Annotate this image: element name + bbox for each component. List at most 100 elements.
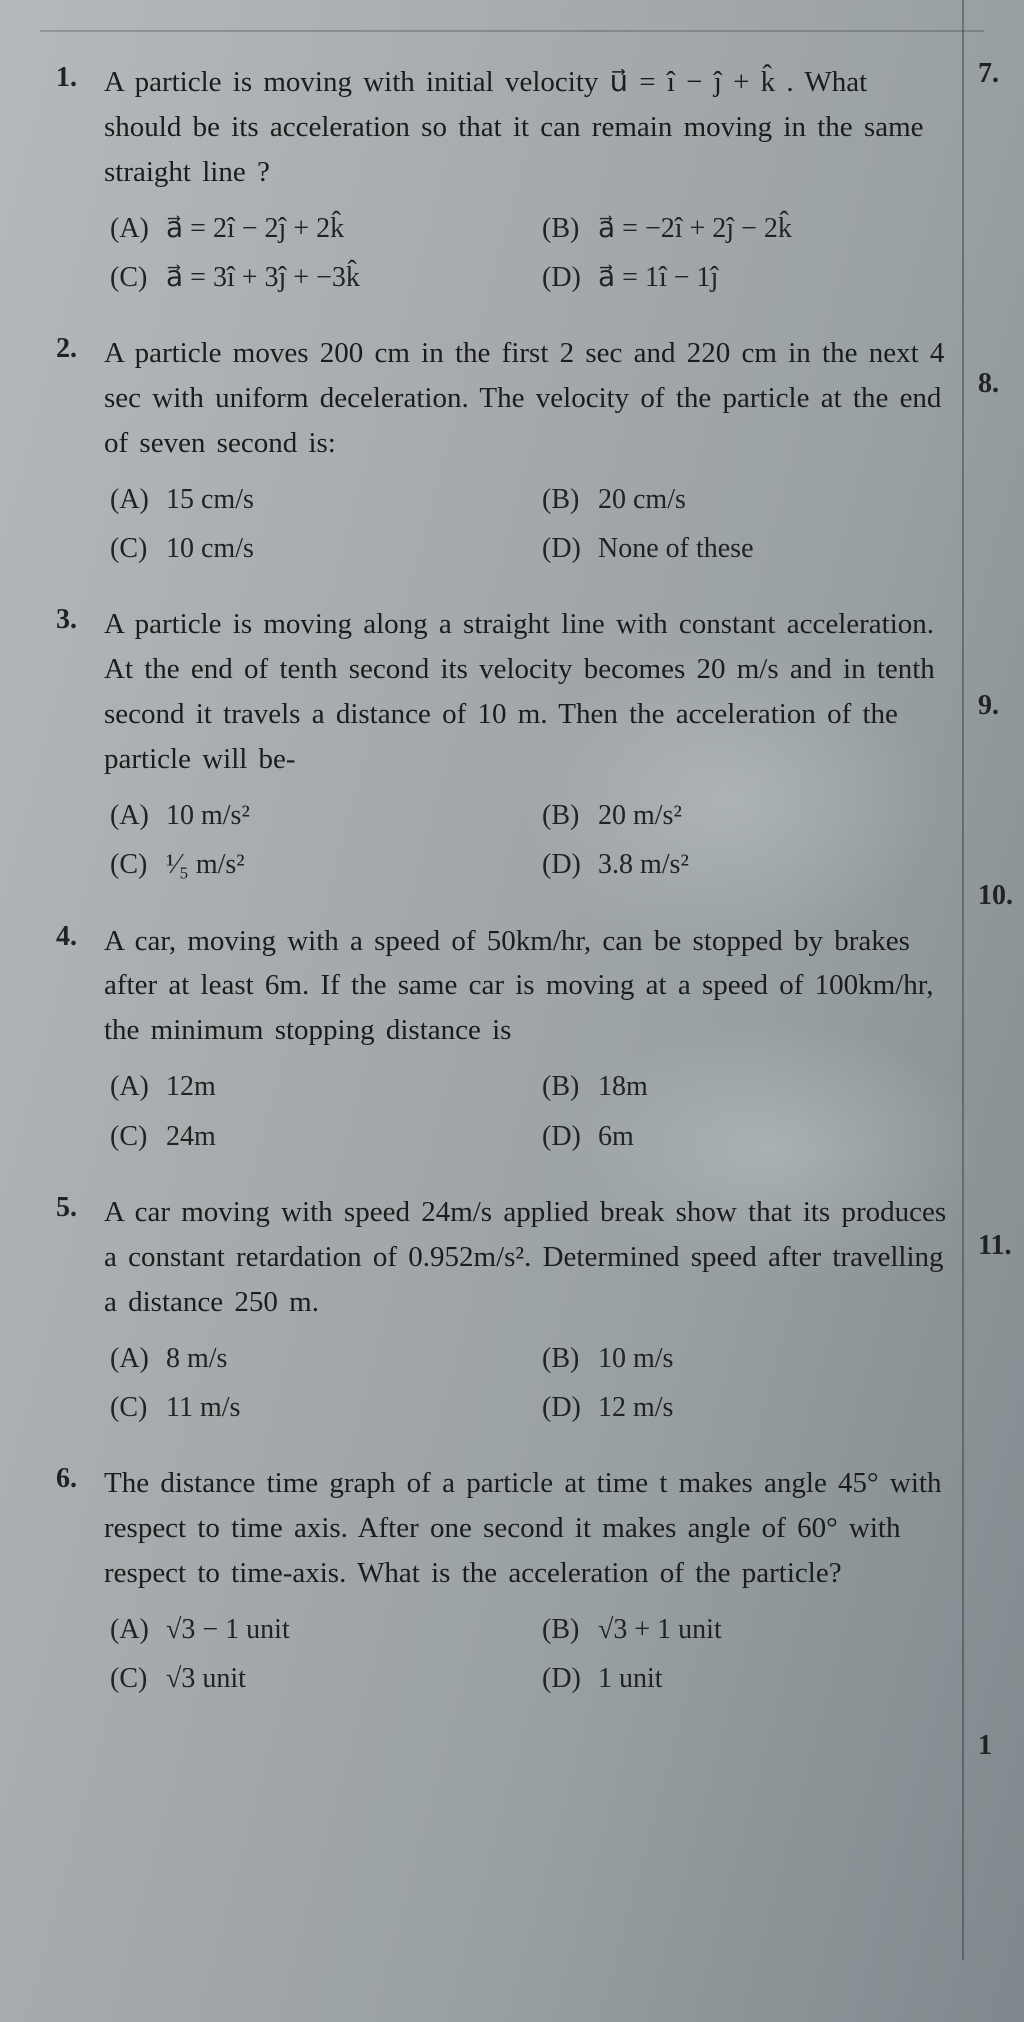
question-text: A particle is moving with initial veloci… (104, 60, 954, 195)
option-label: (B) (542, 796, 598, 835)
option-b: (B)18m (542, 1067, 954, 1106)
right-question-number: 11. (978, 1230, 1011, 1262)
option-a: (A)10 m/s² (110, 796, 522, 835)
option-text: √3 − 1 unit (166, 1610, 290, 1649)
question-block: 1. A particle is moving with initial vel… (56, 60, 984, 297)
right-question-number: 10. (978, 880, 1013, 912)
question-text: A car, moving with a speed of 50km/hr, c… (104, 919, 954, 1054)
option-c: (C)√3 unit (110, 1659, 522, 1698)
option-label: (A) (110, 1339, 166, 1378)
option-c: (C)a⃗ = 3î + 3ĵ + −3k̂ (110, 258, 522, 297)
option-d: (D)6m (542, 1117, 954, 1156)
option-d: (D)None of these (542, 529, 954, 568)
option-label: (D) (542, 1388, 598, 1427)
option-label: (D) (542, 845, 598, 884)
option-text: √3 + 1 unit (598, 1610, 722, 1649)
question-block: 5. A car moving with speed 24m/s applied… (56, 1190, 984, 1427)
options-grid: (A)a⃗ = 2î − 2ĵ + 2k̂ (B)a⃗ = −2î + 2ĵ −… (110, 209, 954, 297)
option-label: (A) (110, 796, 166, 835)
question-number: 2. (56, 331, 104, 568)
option-text: 1 unit (598, 1659, 663, 1698)
option-text: a⃗ = 1î − 1ĵ (598, 258, 718, 297)
question-body: A car moving with speed 24m/s applied br… (104, 1190, 984, 1427)
option-text: 20 cm/s (598, 480, 686, 519)
option-b: (B)a⃗ = −2î + 2ĵ − 2k̂ (542, 209, 954, 248)
question-text: The distance time graph of a particle at… (104, 1461, 954, 1596)
question-block: 4. A car, moving with a speed of 50km/hr… (56, 919, 984, 1156)
question-body: The distance time graph of a particle at… (104, 1461, 984, 1698)
question-text: A car moving with speed 24m/s applied br… (104, 1190, 954, 1325)
right-column-divider: 7. 8. 9. 10. 11. 1 (962, 0, 1024, 1960)
option-label: (C) (110, 1659, 166, 1698)
option-text: ¹⁄₅ m/s² (166, 845, 245, 884)
option-label: (A) (110, 1610, 166, 1649)
option-text: a⃗ = 2î − 2ĵ + 2k̂ (166, 209, 344, 248)
option-b: (B)10 m/s (542, 1339, 954, 1378)
question-block: 6. The distance time graph of a particle… (56, 1461, 984, 1698)
option-text: 12 m/s (598, 1388, 673, 1427)
exam-page: 1. A particle is moving with initial vel… (0, 0, 1024, 2022)
right-question-number: 7. (978, 58, 999, 90)
option-text: 6m (598, 1117, 634, 1156)
option-text: 10 cm/s (166, 529, 254, 568)
question-text: A particle moves 200 cm in the first 2 s… (104, 331, 954, 466)
option-text: 15 cm/s (166, 480, 254, 519)
option-text: None of these (598, 529, 754, 568)
option-a: (A)√3 − 1 unit (110, 1610, 522, 1649)
option-a: (A)12m (110, 1067, 522, 1106)
content-area: 1. A particle is moving with initial vel… (56, 60, 984, 1698)
option-label: (C) (110, 1117, 166, 1156)
options-grid: (A)√3 − 1 unit (B)√3 + 1 unit (C)√3 unit… (110, 1610, 954, 1698)
options-grid: (A)8 m/s (B)10 m/s (C)11 m/s (D)12 m/s (110, 1339, 954, 1427)
option-c: (C)24m (110, 1117, 522, 1156)
option-label: (B) (542, 209, 598, 248)
option-text: 11 m/s (166, 1388, 240, 1427)
option-label: (C) (110, 845, 166, 884)
option-label: (D) (542, 1117, 598, 1156)
option-label: (B) (542, 480, 598, 519)
option-label: (D) (542, 529, 598, 568)
right-question-number: 1 (978, 1730, 992, 1762)
option-label: (B) (542, 1339, 598, 1378)
option-text: 12m (166, 1067, 216, 1106)
option-b: (B)√3 + 1 unit (542, 1610, 954, 1649)
option-label: (C) (110, 529, 166, 568)
question-number: 3. (56, 602, 104, 884)
option-text: 24m (166, 1117, 216, 1156)
option-label: (C) (110, 1388, 166, 1427)
question-body: A particle is moving along a straight li… (104, 602, 984, 884)
option-b: (B)20 m/s² (542, 796, 954, 835)
option-d: (D)1 unit (542, 1659, 954, 1698)
option-label: (A) (110, 1067, 166, 1106)
right-question-number: 8. (978, 368, 999, 400)
options-grid: (A)12m (B)18m (C)24m (D)6m (110, 1067, 954, 1155)
option-b: (B)20 cm/s (542, 480, 954, 519)
question-body: A car, moving with a speed of 50km/hr, c… (104, 919, 984, 1156)
option-text: √3 unit (166, 1659, 246, 1698)
question-number: 6. (56, 1461, 104, 1698)
option-label: (B) (542, 1610, 598, 1649)
option-label: (D) (542, 258, 598, 297)
options-grid: (A)15 cm/s (B)20 cm/s (C)10 cm/s (D)None… (110, 480, 954, 568)
option-text: a⃗ = 3î + 3ĵ + −3k̂ (166, 258, 360, 297)
question-number: 5. (56, 1190, 104, 1427)
question-block: 3. A particle is moving along a straight… (56, 602, 984, 884)
option-label: (D) (542, 1659, 598, 1698)
right-question-number: 9. (978, 690, 999, 722)
option-a: (A)15 cm/s (110, 480, 522, 519)
question-body: A particle moves 200 cm in the first 2 s… (104, 331, 984, 568)
option-d: (D)3.8 m/s² (542, 845, 954, 884)
option-a: (A)a⃗ = 2î − 2ĵ + 2k̂ (110, 209, 522, 248)
option-c: (C)¹⁄₅ m/s² (110, 845, 522, 884)
option-text: 10 m/s² (166, 796, 250, 835)
option-text: 18m (598, 1067, 648, 1106)
option-label: (C) (110, 258, 166, 297)
option-a: (A)8 m/s (110, 1339, 522, 1378)
question-block: 2. A particle moves 200 cm in the first … (56, 331, 984, 568)
option-text: 20 m/s² (598, 796, 682, 835)
option-text: a⃗ = −2î + 2ĵ − 2k̂ (598, 209, 792, 248)
option-c: (C)10 cm/s (110, 529, 522, 568)
option-label: (A) (110, 480, 166, 519)
question-text: A particle is moving along a straight li… (104, 602, 954, 782)
option-text: 3.8 m/s² (598, 845, 689, 884)
